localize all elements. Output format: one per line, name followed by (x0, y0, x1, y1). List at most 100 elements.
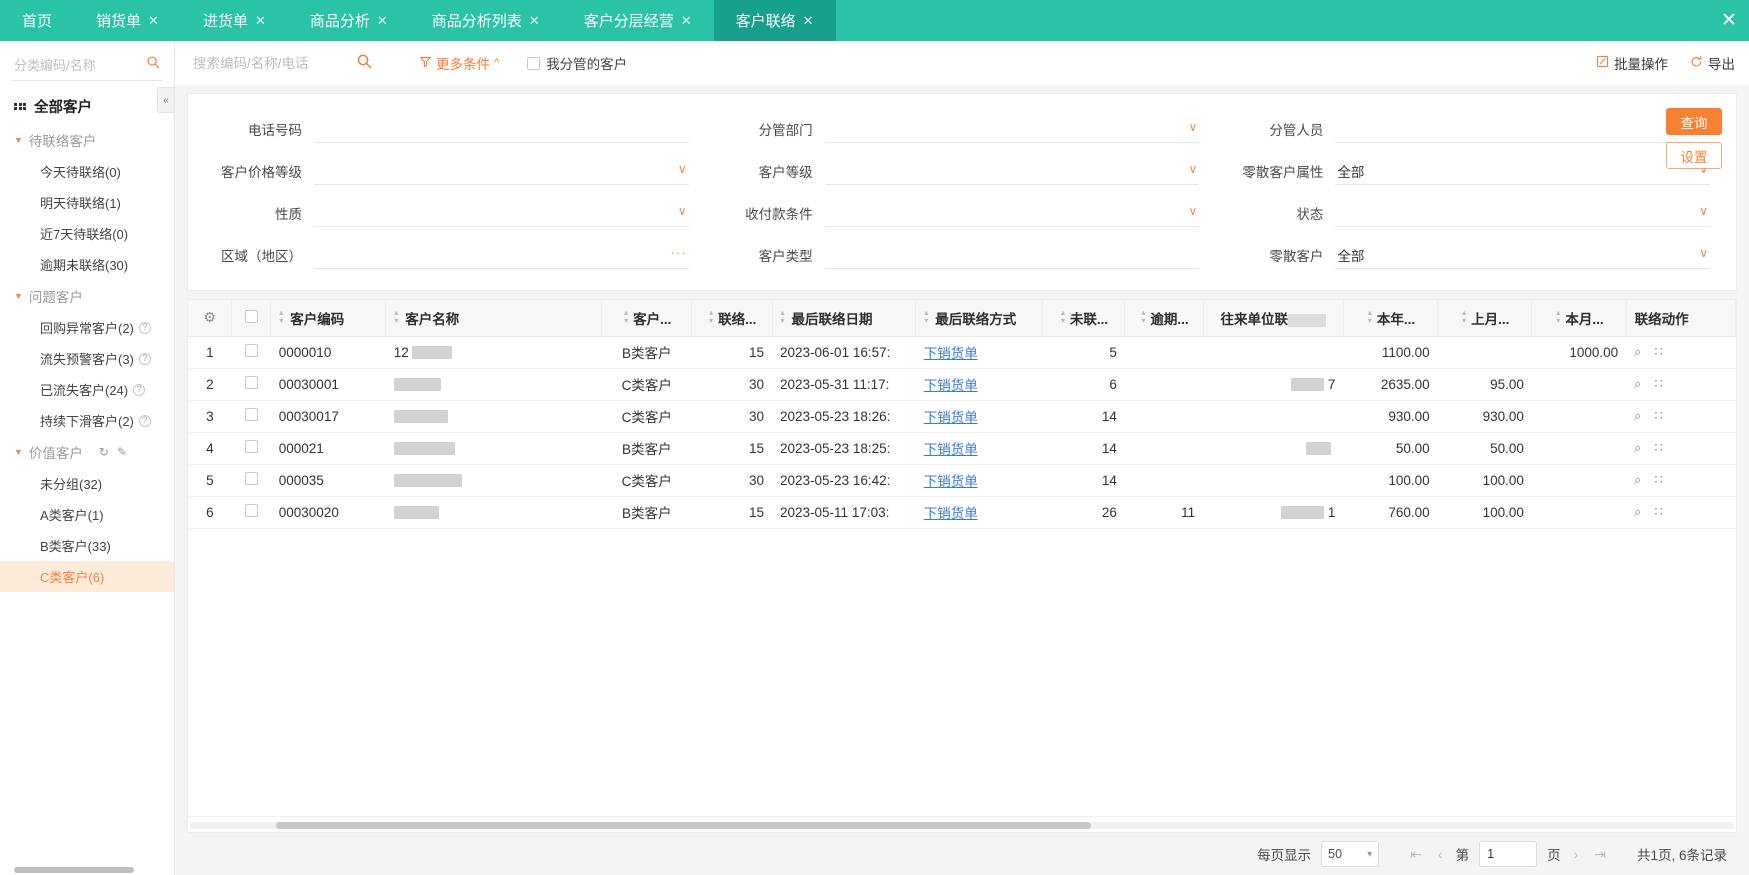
sidebar-item-1-4[interactable]: 逾期未联络(30) (0, 249, 174, 280)
tab-5[interactable]: 商品分析列表 ✕ (410, 0, 562, 41)
prev-page-icon[interactable]: ‹ (1437, 846, 1443, 862)
column-header-cycle[interactable]: ▴ ▾ 联络... (691, 300, 773, 337)
filter-input[interactable] (1335, 120, 1693, 137)
sort-icon[interactable]: ▴ ▾ (394, 307, 399, 325)
tab-close-icon[interactable]: ✕ (802, 13, 814, 28)
link-icon[interactable]: ⌕ (1634, 504, 1642, 519)
gear-icon[interactable]: ⚙ (203, 309, 216, 326)
last-contact-method-link[interactable]: 下销货单 (923, 346, 978, 361)
settings-button[interactable]: 设置 (1666, 142, 1722, 169)
filter-input[interactable] (314, 204, 671, 221)
export-button[interactable]: 导出 (1690, 53, 1735, 73)
more-conditions-button[interactable]: 更多条件 ^ (419, 53, 499, 73)
sort-icon[interactable]: ▴ ▾ (624, 307, 629, 325)
column-header-level[interactable]: ▴ ▾ 客户... (601, 300, 693, 337)
filter-input[interactable] (314, 162, 671, 179)
chevron-down-icon[interactable]: ∨ (1188, 203, 1198, 218)
link-icon[interactable]: ⌕ (1634, 344, 1642, 359)
help-icon[interactable]: ? (138, 321, 151, 334)
sidebar-item-3-4[interactable]: C类客户(6) (0, 561, 174, 592)
filter-input[interactable] (1335, 204, 1693, 221)
filter-control[interactable]: ∨ (1335, 200, 1711, 227)
tab-close-icon[interactable]: ✕ (528, 13, 540, 28)
last-contact-method-link[interactable]: 下销货单 (923, 410, 978, 425)
help-icon[interactable]: ? (138, 352, 151, 365)
page-size-select[interactable]: 50 ▾ (1321, 841, 1380, 867)
sort-icon[interactable]: ▴ ▾ (1141, 307, 1146, 325)
chevron-down-icon[interactable]: ∨ (677, 161, 687, 176)
filter-control[interactable]: ∨ (314, 158, 689, 185)
sort-icon[interactable]: ▴ ▾ (780, 307, 785, 325)
sidebar-item-2-2[interactable]: 流失预警客户(3)? (0, 343, 174, 374)
link-icon[interactable]: ⌕ (1634, 472, 1642, 487)
sidebar-group-3[interactable]: ▼ 价值客户 ↻ ✎ (0, 436, 174, 468)
chevron-down-icon[interactable]: ∨ (1699, 245, 1709, 260)
last-contact-method-link[interactable]: 下销货单 (923, 474, 978, 489)
table-settings-gear[interactable]: ⚙ (188, 300, 233, 337)
column-header-thisyear[interactable]: ▴ ▾ 本年... (1343, 300, 1439, 337)
column-header-nocontact[interactable]: ▴ ▾ 未联... (1042, 300, 1126, 337)
sort-icon[interactable]: ▴ ▾ (1060, 307, 1065, 325)
next-page-icon[interactable]: › (1573, 846, 1579, 862)
link-icon[interactable]: ⌕ (1634, 440, 1642, 455)
tab-6[interactable]: 客户分层经营 ✕ (562, 0, 714, 41)
my-customers-checkbox[interactable]: 我分管的客户 (527, 53, 627, 73)
refresh-icon[interactable]: ↻ (98, 445, 109, 459)
sidebar-item-1-1[interactable]: 今天待联络(0) (0, 156, 174, 187)
first-page-icon[interactable]: ⇤ (1410, 845, 1422, 862)
row-checkbox[interactable] (231, 400, 271, 433)
filter-input[interactable] (1335, 162, 1693, 179)
table-horizontal-scrollbar[interactable] (188, 816, 1736, 832)
tab-4[interactable]: 商品分析 ✕ (288, 0, 410, 41)
tab-close-icon[interactable]: ✕ (148, 13, 159, 28)
column-header-thismonth[interactable]: ▴ ▾ 本月... (1531, 300, 1627, 337)
chevron-down-icon[interactable]: ∨ (677, 203, 687, 218)
tab-7[interactable]: 客户联络 ✕ (713, 0, 836, 41)
link-icon[interactable]: ⌕ (1634, 408, 1642, 423)
sidebar-item-2-1[interactable]: 回购异常客户(2)? (0, 312, 174, 343)
page-number-input[interactable] (1479, 841, 1538, 867)
row-checkbox[interactable] (231, 368, 271, 401)
filter-input[interactable] (824, 204, 1182, 221)
table-row[interactable]: 6 00030020 B类客户 15 2023-05-11 17:03: 下销货单 26 11… (188, 496, 1736, 529)
row-checkbox[interactable] (231, 336, 271, 369)
table-row[interactable]: 5 000035 C类客户 30 2023-05-23 16:42: 下销货单 14 100.… (188, 464, 1736, 497)
chevron-down-icon[interactable]: ∨ (1699, 203, 1709, 218)
tab-1[interactable]: 首页 (0, 0, 74, 41)
double-chevron-left-icon[interactable]: « (157, 87, 174, 113)
tab-2[interactable]: 销货单 ✕ (74, 0, 181, 41)
last-contact-method-link[interactable]: 下销货单 (923, 442, 978, 457)
table-row[interactable]: 1 0000010 12 B类客户 15 2023-06-01 16:57: 下销货单 5 11… (188, 336, 1736, 369)
qrcode-icon[interactable]: ∷ (1654, 504, 1663, 519)
select-all-checkbox[interactable] (231, 300, 272, 337)
category-search[interactable] (12, 51, 162, 81)
edit-icon[interactable]: ✎ (116, 445, 128, 459)
sidebar-horizontal-scrollbar[interactable] (14, 867, 134, 873)
filter-input[interactable] (1335, 246, 1693, 263)
tab-close-icon[interactable]: ✕ (376, 13, 388, 28)
qrcode-icon[interactable]: ∷ (1654, 376, 1663, 391)
column-header-code[interactable]: ▴ ▾ 客户编码 (270, 300, 387, 337)
filter-control[interactable]: ∨ (824, 158, 1200, 185)
sidebar-item-1-2[interactable]: 明天待联络(1) (0, 187, 174, 218)
search-icon[interactable] (356, 53, 372, 73)
sort-icon[interactable]: ▴ ▾ (1462, 307, 1467, 325)
last-contact-method-link[interactable]: 下销货单 (923, 506, 978, 521)
filter-control[interactable]: ∨ (1335, 158, 1711, 185)
filter-input[interactable] (824, 162, 1182, 179)
search-icon[interactable] (146, 55, 160, 74)
link-icon[interactable]: ⌕ (1634, 376, 1642, 391)
ellipsis-icon[interactable]: ··· (670, 244, 687, 260)
last-contact-method-link[interactable]: 下销货单 (923, 378, 978, 393)
sidebar-item-3-1[interactable]: 未分组(32) (0, 468, 174, 499)
row-checkbox[interactable] (231, 432, 271, 465)
filter-control[interactable]: ··· (314, 242, 689, 269)
qrcode-icon[interactable]: ∷ (1654, 472, 1663, 487)
record-search[interactable] (191, 53, 391, 73)
last-page-icon[interactable]: ⇥ (1594, 845, 1606, 862)
row-checkbox[interactable] (231, 496, 271, 529)
sidebar-item-3-2[interactable]: A类客户(1) (0, 499, 174, 530)
qrcode-icon[interactable]: ∷ (1654, 408, 1663, 423)
search-input[interactable] (191, 54, 356, 72)
filter-control[interactable]: ∨ (824, 200, 1200, 227)
